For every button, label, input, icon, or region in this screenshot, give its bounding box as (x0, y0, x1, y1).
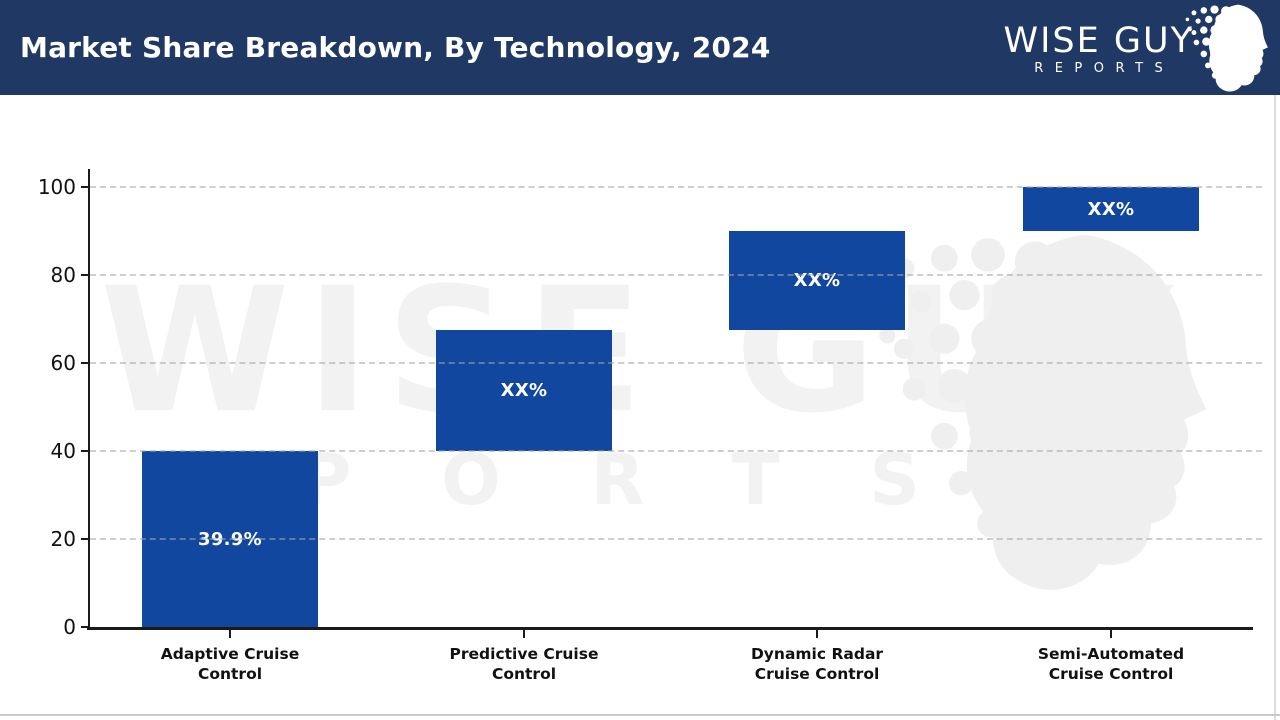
x-tick-mark (229, 630, 231, 638)
watermark-reports-text: PORTS (300, 439, 1010, 521)
y-tick-label: 100 (37, 175, 76, 199)
brand-logo: WISE GUY REPORTS (1003, 2, 1272, 94)
y-tick-mark (81, 274, 89, 276)
x-category-label: Adaptive Cruise Control (160, 645, 300, 683)
gridline (90, 362, 1262, 364)
bar: XX% (729, 231, 905, 330)
x-tick-mark (1110, 630, 1112, 638)
brand-face-icon (1185, 4, 1268, 92)
x-category-label: Semi-Automated Cruise Control (1037, 645, 1185, 683)
y-tick-mark (81, 626, 89, 628)
y-tick-label: 20 (50, 527, 76, 551)
bar: XX% (436, 330, 612, 451)
x-tick-mark (523, 630, 525, 638)
y-tick-label: 40 (50, 439, 76, 463)
y-tick-mark (81, 186, 89, 188)
gridline (90, 450, 1262, 452)
header-bar: Market Share Breakdown, By Technology, 2… (0, 0, 1280, 95)
gridline (90, 186, 1262, 188)
y-tick-mark (81, 538, 89, 540)
chart-title: Market Share Breakdown, By Technology, 2… (20, 31, 771, 64)
x-axis-line (87, 627, 1253, 630)
gridline (90, 538, 1262, 540)
bar: XX% (1023, 187, 1199, 231)
brand-subtitle: REPORTS (1034, 61, 1175, 76)
y-tick-mark (81, 362, 89, 364)
x-tick-mark (816, 630, 818, 638)
gridline (90, 274, 1262, 276)
plot-area: 0 20 40 60 80 100 39.9% XX% XX% XX% Adaptive Cruis… (0, 95, 1280, 720)
chart-area: WISE GUY PORTS 0 20 40 60 80 100 39.9% XX% XX% XX… (0, 95, 1280, 720)
brand-name: WISE GUY (1003, 21, 1194, 61)
x-category-label: Dynamic Radar Cruise Control (750, 645, 884, 683)
y-tick-label: 80 (50, 263, 76, 287)
y-tick-mark (81, 450, 89, 452)
bar-value-label: XX% (500, 380, 548, 401)
x-category-label: Predictive Cruise Control (449, 645, 599, 683)
right-border-line (1274, 95, 1276, 720)
y-tick-label: 0 (63, 615, 76, 639)
y-axis-line (88, 169, 90, 630)
bar-value-label: XX% (1087, 198, 1135, 220)
brand-logo-text: WISE GUY REPORTS (1003, 22, 1194, 77)
bottom-divider (0, 714, 1280, 716)
y-tick-label: 60 (50, 351, 76, 375)
